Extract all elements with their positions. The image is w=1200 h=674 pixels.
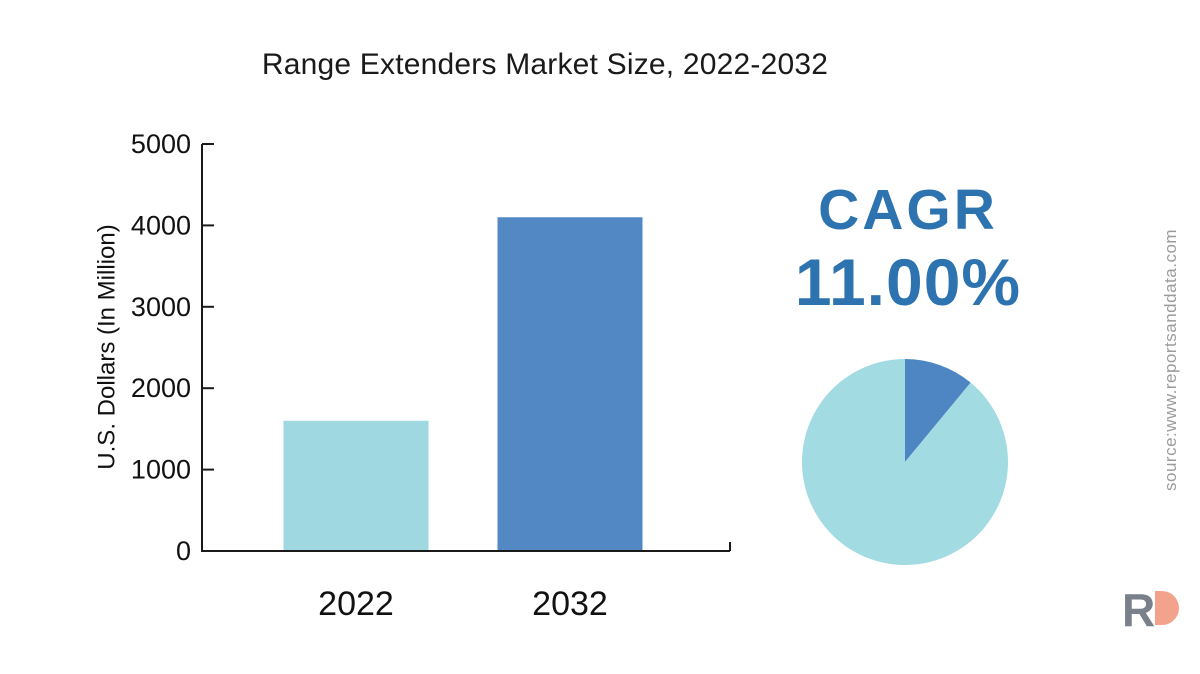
pie-slice-cagr-share xyxy=(905,359,971,462)
half-disc-icon xyxy=(1155,591,1180,625)
y-tick-label: 5000 xyxy=(131,129,191,159)
bar-2032 xyxy=(497,217,643,551)
y-tick-label: 2000 xyxy=(131,373,191,403)
bar-2022 xyxy=(283,420,429,551)
source-text: source:www.reportsanddata.com xyxy=(1161,228,1180,491)
pie-chart xyxy=(801,359,1008,565)
y-tick-label: 4000 xyxy=(131,210,191,240)
y-tick-label: 0 xyxy=(176,536,191,566)
x-tick-label-2032: 2032 xyxy=(532,585,608,623)
reportsanddata-logo: R xyxy=(1122,584,1180,636)
cagr-value: 11.00% xyxy=(794,245,1022,319)
cagr-label: CAGR xyxy=(818,178,998,242)
logo-letter-r: R xyxy=(1122,584,1156,636)
y-tick-label: 1000 xyxy=(131,455,191,485)
y-axis-label: U.S. Dollars (In Million) xyxy=(94,224,121,469)
y-tick-label: 3000 xyxy=(131,292,191,322)
x-tick-label-2022: 2022 xyxy=(318,585,394,623)
cagr-block: CAGR 11.00% xyxy=(766,180,1050,316)
pie-slice-remainder xyxy=(801,359,1008,565)
page-title: Range Extenders Market Size, 2022-2032 xyxy=(261,48,829,81)
bar-chart: 0 1000 2000 3000 4000 5000 2022 2032 U.S. Dollar… xyxy=(94,129,731,623)
